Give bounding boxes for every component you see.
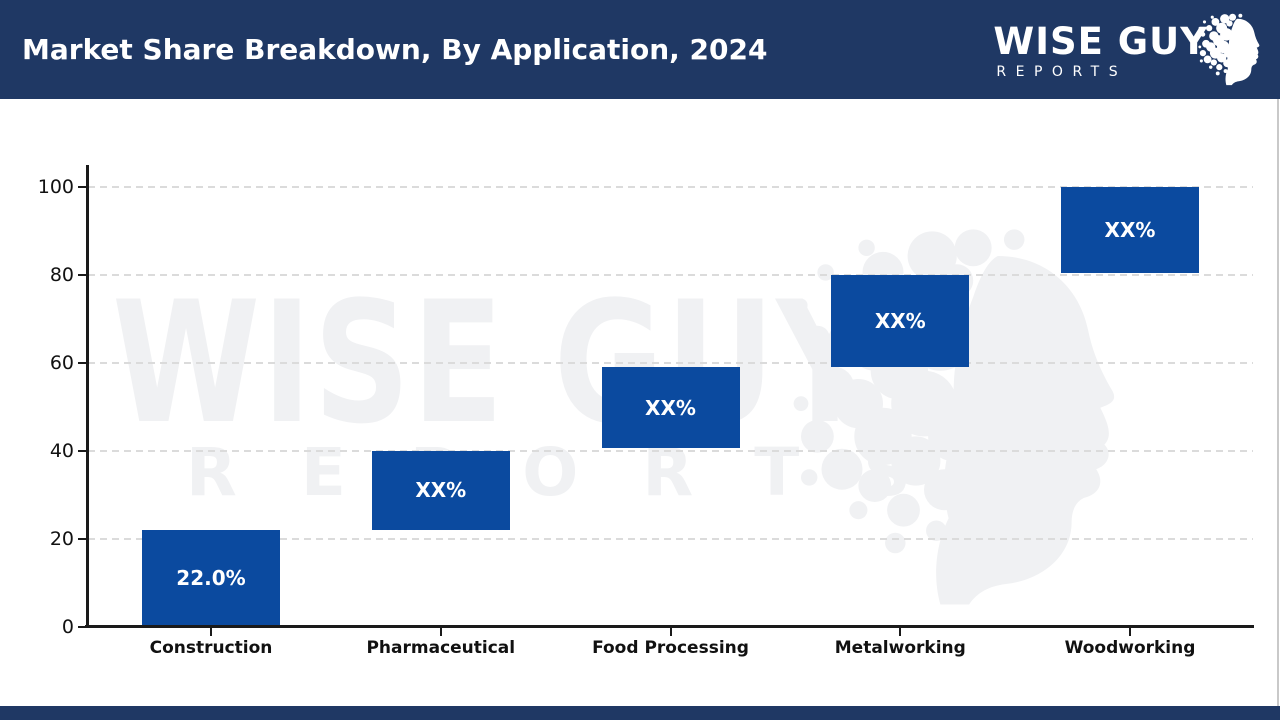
x-tick-label-3: Food Processing	[592, 638, 749, 658]
gridline-40	[88, 449, 1253, 452]
page-title: Market Share Breakdown, By Application, …	[22, 33, 768, 66]
brand-subname: REPORTS	[996, 63, 1128, 80]
y-tick-label-80: 80	[49, 263, 74, 286]
y-tick-label-40: 40	[49, 439, 74, 462]
x-axis-line	[85, 625, 1254, 628]
y-tick-80	[78, 273, 86, 276]
x-tick-label-4: Metalworking	[834, 638, 966, 658]
gridline-60	[88, 361, 1253, 364]
brand-logo-text: WISE GUY REPORTS	[993, 19, 1208, 80]
y-tick-40	[78, 449, 86, 452]
y-tick-60	[78, 361, 86, 364]
brand-name: WISE GUY	[993, 19, 1208, 63]
y-tick-0	[78, 625, 86, 628]
footer-bar	[0, 706, 1280, 720]
x-tick-5	[1129, 628, 1131, 636]
bar-food-processing: XX%	[601, 367, 740, 449]
x-tick-4	[899, 628, 902, 636]
bar-value-label: 22.0%	[176, 566, 246, 591]
x-tick-1	[210, 628, 212, 636]
y-tick-label-0: 0	[61, 615, 74, 638]
y-tick-100	[78, 186, 86, 188]
bar-woodworking: XX%	[1061, 187, 1199, 273]
gridline-20	[88, 537, 1253, 540]
bar-metalworking: XX%	[831, 274, 970, 368]
bar-value-label: XX%	[1104, 217, 1156, 242]
x-tick-2	[439, 628, 442, 636]
x-tick-3	[669, 628, 672, 636]
gridline-80	[88, 273, 1253, 276]
gridline-100	[88, 186, 1253, 188]
chart-area: WISE GUY REPORTS 0 20 40 60 80 100 22.0% Constr…	[0, 99, 1280, 706]
bar-pharmaceutical: XX%	[371, 450, 510, 530]
header-bar: Market Share Breakdown, By Application, …	[0, 0, 1280, 99]
x-tick-label-2: Pharmaceutical	[366, 638, 516, 658]
y-tick-label-60: 60	[49, 351, 74, 374]
y-axis-line	[86, 165, 89, 628]
bar-value-label: XX%	[874, 309, 926, 334]
y-tick-label-100: 100	[37, 176, 74, 198]
brand-face-icon	[1198, 13, 1260, 86]
bar-value-label: XX%	[415, 478, 467, 503]
y-tick-20	[78, 537, 86, 540]
bar-value-label: XX%	[645, 395, 696, 420]
brand-logo: WISE GUY REPORTS	[993, 6, 1270, 94]
x-tick-label-5: Woodworking	[1064, 638, 1196, 658]
x-tick-label-1: Construction	[149, 638, 273, 658]
window-edge	[1277, 99, 1279, 706]
bar-construction: 22.0%	[142, 529, 280, 627]
y-tick-label-20: 20	[49, 527, 74, 550]
